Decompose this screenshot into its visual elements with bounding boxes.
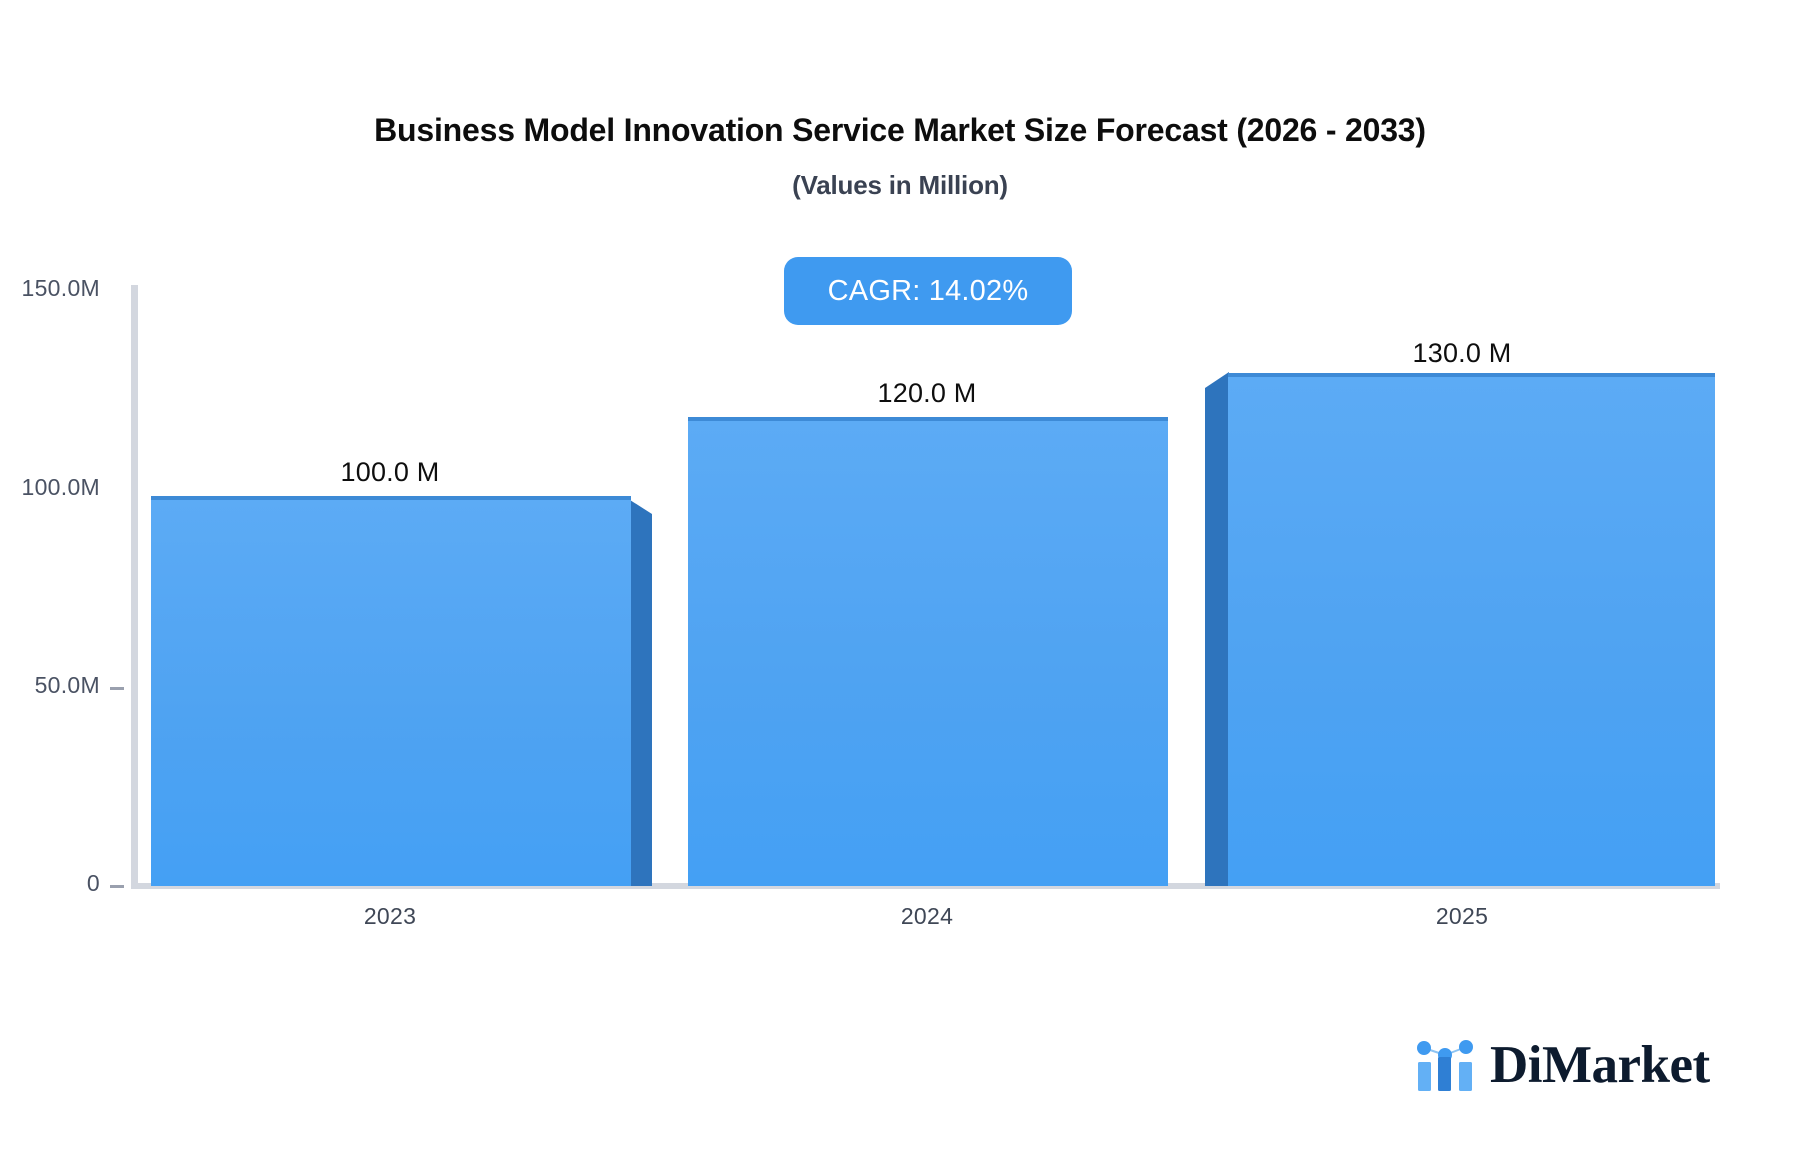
brand-logo: DiMarket xyxy=(1414,1036,1710,1094)
bar-2024[interactable] xyxy=(688,417,1168,886)
bar-value-label-2025: 130.0 M xyxy=(1412,338,1512,368)
y-axis-label-150: 150.0M xyxy=(21,275,100,301)
bar-2023[interactable] xyxy=(151,496,631,886)
bar-side-shadow-2023 xyxy=(630,500,652,886)
brand-name: DiMarket xyxy=(1490,1035,1710,1094)
bar-2025[interactable] xyxy=(1228,373,1715,886)
bar-value-label-2023: 100.0 M xyxy=(340,457,440,487)
bar-side-shadow-2025 xyxy=(1205,372,1229,886)
x-axis-label-2025: 2025 xyxy=(1435,903,1489,929)
x-axis-label-2024: 2024 xyxy=(900,903,954,929)
y-axis-tick-50 xyxy=(110,687,124,690)
bar-chart-logo-icon xyxy=(1417,1040,1473,1091)
bar-value-label-2024: 120.0 M xyxy=(877,378,977,408)
y-axis-tick-0 xyxy=(110,885,124,888)
y-axis-label-50: 50.0M xyxy=(34,672,100,698)
chart-subtitle: (Values in Million) xyxy=(792,170,1008,200)
cagr-badge: CAGR: 14.02% xyxy=(784,257,1072,325)
y-axis-label-100: 100.0M xyxy=(21,474,100,500)
x-axis-baseline xyxy=(131,883,1720,889)
y-axis-line xyxy=(131,285,138,886)
page-title: Business Model Innovation Service Market… xyxy=(374,112,1426,148)
y-axis-label-0: 0 xyxy=(86,870,100,896)
x-axis-label-2023: 2023 xyxy=(363,903,417,929)
